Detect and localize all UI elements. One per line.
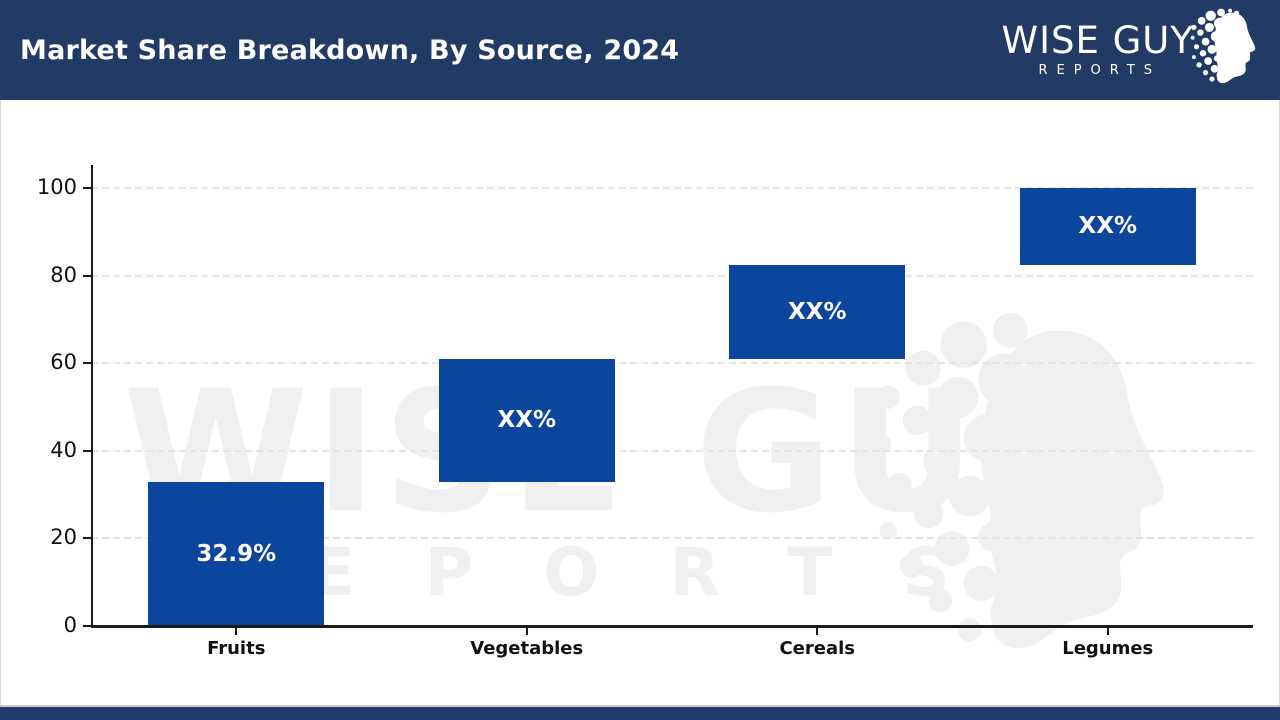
y-axis-tick-label: 0 <box>63 613 77 637</box>
bar-value-label: XX% <box>497 407 556 434</box>
y-axis-tick-label: 60 <box>50 350 77 375</box>
y-axis-tick <box>83 537 91 540</box>
x-axis-category-label: Legumes <box>1062 638 1154 659</box>
gridline <box>91 537 1253 540</box>
x-axis-tick <box>816 628 819 635</box>
x-axis-category-label: Vegetables <box>470 638 584 659</box>
y-axis-tick <box>83 362 91 365</box>
y-axis-tick-label: 80 <box>50 262 77 287</box>
bar-cereals: XX% <box>729 264 906 359</box>
gridline <box>91 186 1253 189</box>
x-axis-category-label: Cereals <box>779 638 856 659</box>
footer-bar <box>0 707 1280 720</box>
page-title: Market Share Breakdown, By Source, 2024 <box>20 34 680 66</box>
y-axis-tick <box>83 449 91 452</box>
x-axis-tick <box>525 628 528 635</box>
bar-legumes: XX% <box>1019 187 1196 265</box>
x-axis-tick <box>235 628 238 635</box>
header-bar: Market Share Breakdown, By Source, 2024 … <box>0 0 1280 100</box>
gridline <box>91 449 1253 452</box>
y-axis-tick <box>83 625 91 627</box>
y-axis-tick <box>83 274 91 277</box>
watermark-head-icon <box>873 312 1164 649</box>
bar-value-label: XX% <box>1078 213 1137 240</box>
bottom-divider <box>0 705 1280 707</box>
logo-wordmark-line2: REPORTS <box>1038 63 1162 78</box>
gridline <box>91 362 1253 365</box>
x-axis-line <box>91 625 1253 628</box>
logo-wordmark: WISE GUY REPORTS <box>1002 22 1194 78</box>
logo-head-icon <box>1190 8 1256 84</box>
bar-value-label: 32.9% <box>196 540 277 567</box>
brand-logo: WISE GUY REPORTS <box>1002 8 1266 92</box>
y-axis-tick-label: 20 <box>50 525 77 550</box>
bar-value-label: XX% <box>787 298 847 325</box>
x-axis-category-label: Fruits <box>207 638 266 659</box>
y-axis-tick <box>83 186 91 189</box>
bar-fruits: 32.9% <box>148 481 325 626</box>
y-axis-tick-label: 100 <box>36 174 77 199</box>
y-axis-line <box>91 165 93 627</box>
logo-wordmark-line1: WISE GUY <box>1001 19 1194 62</box>
chart-area: WISE GUY REPORTS 0 20 40 60 80 100 32.9% Fruits… <box>0 100 1280 705</box>
plot: 0 20 40 60 80 100 32.9% Fruits XX% Vegetables XX% C… <box>1 100 1280 705</box>
x-axis-tick <box>1106 628 1109 635</box>
gridline <box>91 274 1253 277</box>
bar-vegetables: XX% <box>438 358 615 482</box>
y-axis-tick-label: 40 <box>50 437 77 462</box>
